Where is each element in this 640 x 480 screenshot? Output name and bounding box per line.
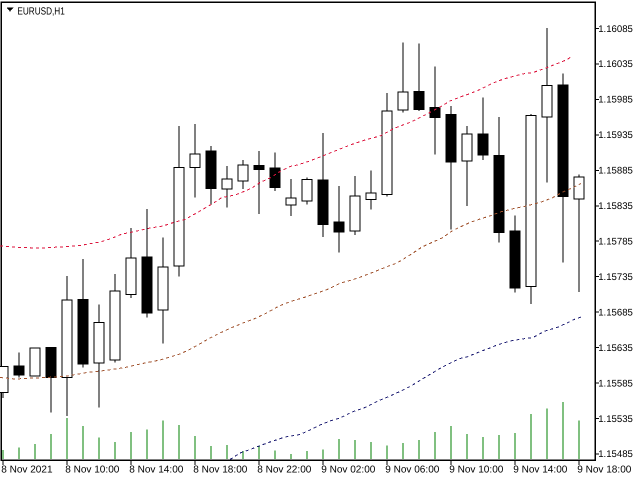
svg-text:1.15535: 1.15535 — [598, 414, 633, 425]
svg-text:9 Nov 10:00: 9 Nov 10:00 — [449, 464, 504, 475]
svg-text:1.15685: 1.15685 — [598, 307, 633, 318]
svg-text:1.15635: 1.15635 — [598, 343, 633, 354]
svg-text:8 Nov 22:00: 8 Nov 22:00 — [257, 464, 312, 475]
svg-text:1.16085: 1.16085 — [598, 24, 633, 35]
svg-text:8 Nov 18:00: 8 Nov 18:00 — [193, 464, 248, 475]
svg-text:1.15935: 1.15935 — [598, 130, 633, 141]
svg-text:9 Nov 14:00: 9 Nov 14:00 — [513, 464, 568, 475]
svg-text:1.16035: 1.16035 — [598, 59, 633, 70]
svg-text:9 Nov 18:00: 9 Nov 18:00 — [577, 464, 632, 475]
svg-text:8 Nov 10:00: 8 Nov 10:00 — [65, 464, 120, 475]
svg-text:1.15585: 1.15585 — [598, 378, 633, 389]
svg-text:1.15785: 1.15785 — [598, 237, 633, 248]
svg-text:1.15735: 1.15735 — [598, 272, 633, 283]
svg-text:1.15985: 1.15985 — [598, 95, 633, 106]
svg-text:8 Nov 2021: 8 Nov 2021 — [1, 464, 53, 475]
svg-text:8 Nov 14:00: 8 Nov 14:00 — [129, 464, 184, 475]
svg-text:1.15885: 1.15885 — [598, 166, 633, 177]
svg-text:EURUSD,H1: EURUSD,H1 — [17, 6, 65, 17]
svg-text:1.15835: 1.15835 — [598, 201, 633, 212]
svg-text:1.15485: 1.15485 — [598, 449, 633, 460]
svg-text:9 Nov 06:00: 9 Nov 06:00 — [385, 464, 440, 475]
svg-text:9 Nov 02:00: 9 Nov 02:00 — [321, 464, 376, 475]
